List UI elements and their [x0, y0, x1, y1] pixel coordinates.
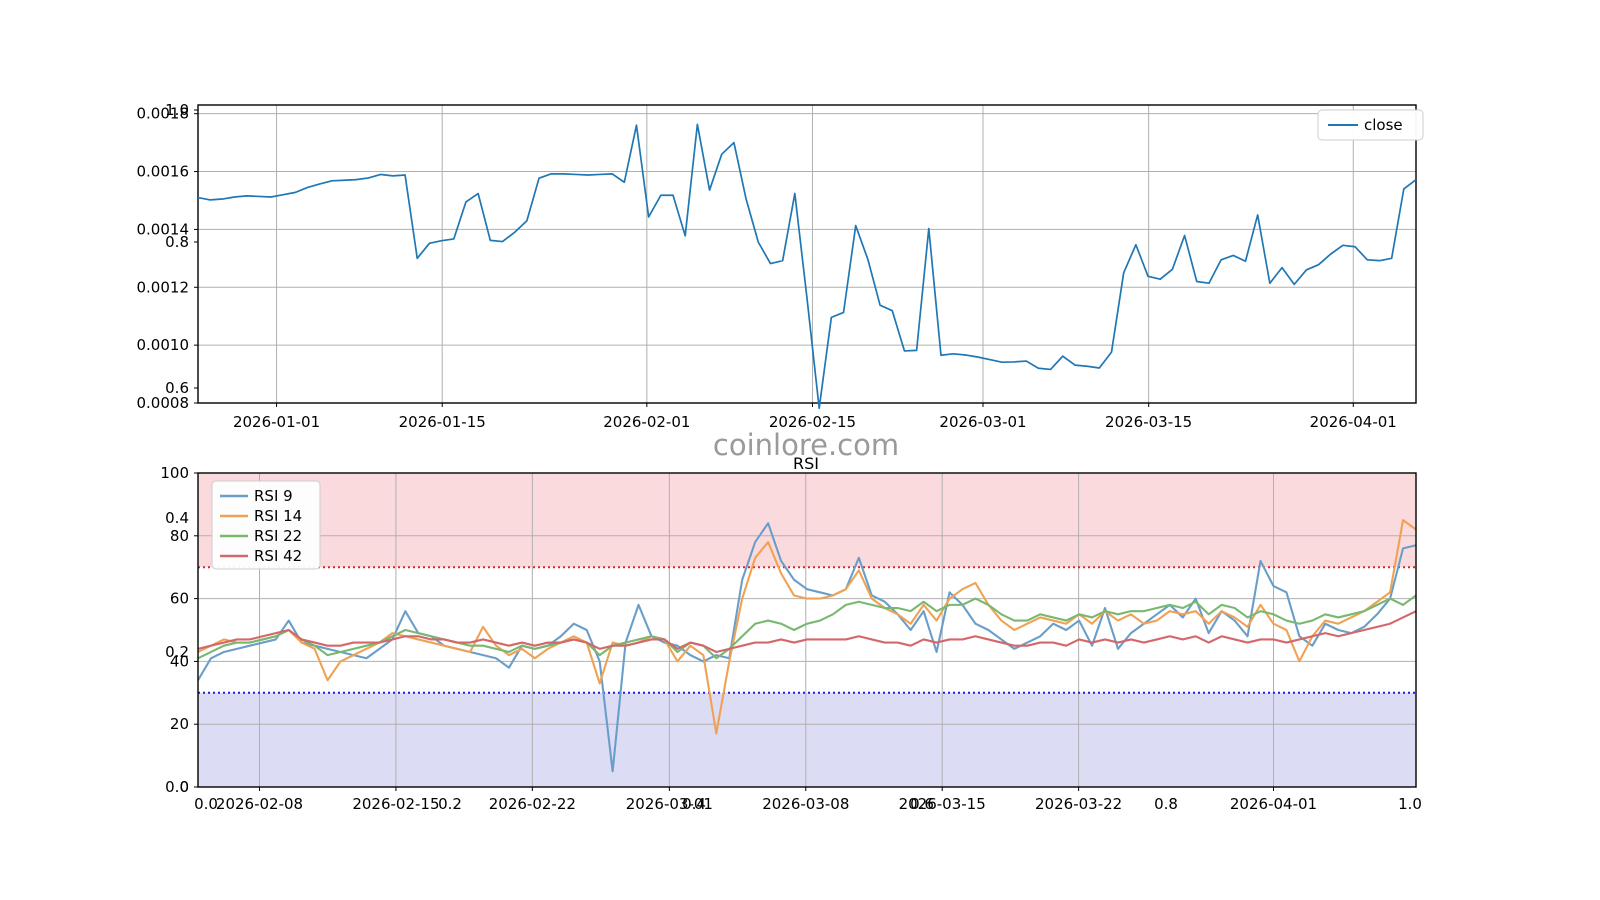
rsi-legend-box [211, 480, 321, 570]
price-ytick-label-secondary: 0.8 [165, 233, 189, 251]
rsi-xtick-label: 2026-02-15 [352, 795, 439, 813]
price-xtick-label: 2026-02-15 [769, 413, 856, 431]
rsi-chart-panel: 0 20 40 60 80 100 0.0 0.2 0.4 2026-02-08 2026-02-1… [160, 454, 1422, 813]
price-ytick-label: 0.0014 [137, 220, 190, 238]
price-xtick-label: 2026-01-01 [233, 413, 320, 431]
rsi-legend: RSI 9 RSI 14 RSI 22 RSI 42 [211, 480, 321, 570]
rsi-oversold-band [198, 692, 1416, 787]
rsi-overbought-band [198, 473, 1416, 568]
rsi-panel-title: RSI [793, 454, 819, 473]
rsi-ytick-label: 100 [160, 464, 189, 482]
rsi-xtick-label: 2026-04-01 [1230, 795, 1317, 813]
rsi-xtick-label-secondary: 0.6 [910, 795, 934, 813]
rsi-legend-label: RSI 9 [254, 487, 293, 505]
price-ytick-label: 0.0008 [137, 394, 190, 412]
rsi-ytick-label: 60 [170, 590, 189, 608]
rsi-ytick-label: 0 [179, 778, 189, 796]
price-xtick-label: 2026-02-01 [603, 413, 690, 431]
price-legend-box [1317, 109, 1424, 141]
rsi-ytick-label: 80 [170, 527, 189, 545]
rsi-line-rsi-42 [197, 610, 1417, 654]
price-legend-label: close [1364, 116, 1403, 134]
rsi-ytick-label-secondary: 0.2 [165, 643, 189, 661]
watermark-group: coinlore.com [713, 428, 899, 462]
rsi-line-rsi-14 [197, 519, 1417, 735]
rsi-xtick-label: 2026-02-22 [489, 795, 576, 813]
rsi-xtick-label: 2026-03-15 [899, 795, 986, 813]
rsi-xtick-label: 2026-03-01 [626, 795, 713, 813]
price-plot-background [198, 105, 1416, 403]
rsi-ytick-label: 40 [170, 652, 189, 670]
price-plot-frame [197, 104, 1417, 404]
rsi-ytick-label-secondary: 0.0 [165, 778, 189, 796]
price-ytick-label: 0.0018 [137, 105, 190, 123]
price-xtick-label: 2026-01-15 [399, 413, 486, 431]
price-xtick-label: 2026-04-01 [1310, 413, 1397, 431]
rsi-plot-frame [197, 472, 1417, 788]
price-ytick-label-secondary: 0.6 [165, 379, 189, 397]
rsi-xtick-label-secondary: 0.4 [682, 795, 706, 813]
price-ytick-label: 0.0012 [137, 278, 190, 296]
price-ytick-label: 0.0016 [137, 163, 190, 181]
price-ytick-label: 0.0010 [137, 336, 190, 354]
rsi-ytick-label-secondary: 0.4 [165, 509, 189, 527]
price-legend: close [1317, 109, 1424, 141]
price-chart-panel: 0.0008 0.0010 0.0012 0.0014 0.0016 0.0018 0.6 0… [137, 101, 1424, 431]
price-ytick-label-secondary: 1.0 [165, 101, 189, 119]
rsi-xtick-label-secondary: 0.8 [1154, 795, 1178, 813]
rsi-xtick-label: 2026-03-08 [762, 795, 849, 813]
rsi-xtick-label-secondary: 1.0 [1398, 795, 1422, 813]
price-xtick-label: 2026-03-01 [939, 413, 1026, 431]
rsi-xtick-label: 2026-03-22 [1035, 795, 1122, 813]
rsi-legend-label: RSI 42 [254, 547, 302, 565]
rsi-line-rsi-9 [197, 522, 1417, 773]
price-xtick-label: 2026-03-15 [1105, 413, 1192, 431]
rsi-xtick-label: 2026-02-08 [216, 795, 303, 813]
rsi-xtick-label-secondary: 0.2 [438, 795, 462, 813]
rsi-legend-label: RSI 14 [254, 507, 302, 525]
rsi-xtick-label-secondary: 0.0 [194, 795, 218, 813]
close-price-line [197, 123, 1417, 410]
watermark-text: coinlore.com [713, 428, 899, 462]
rsi-legend-label: RSI 22 [254, 527, 302, 545]
rsi-ytick-label: 20 [170, 715, 189, 733]
rsi-line-rsi-22 [197, 594, 1417, 660]
